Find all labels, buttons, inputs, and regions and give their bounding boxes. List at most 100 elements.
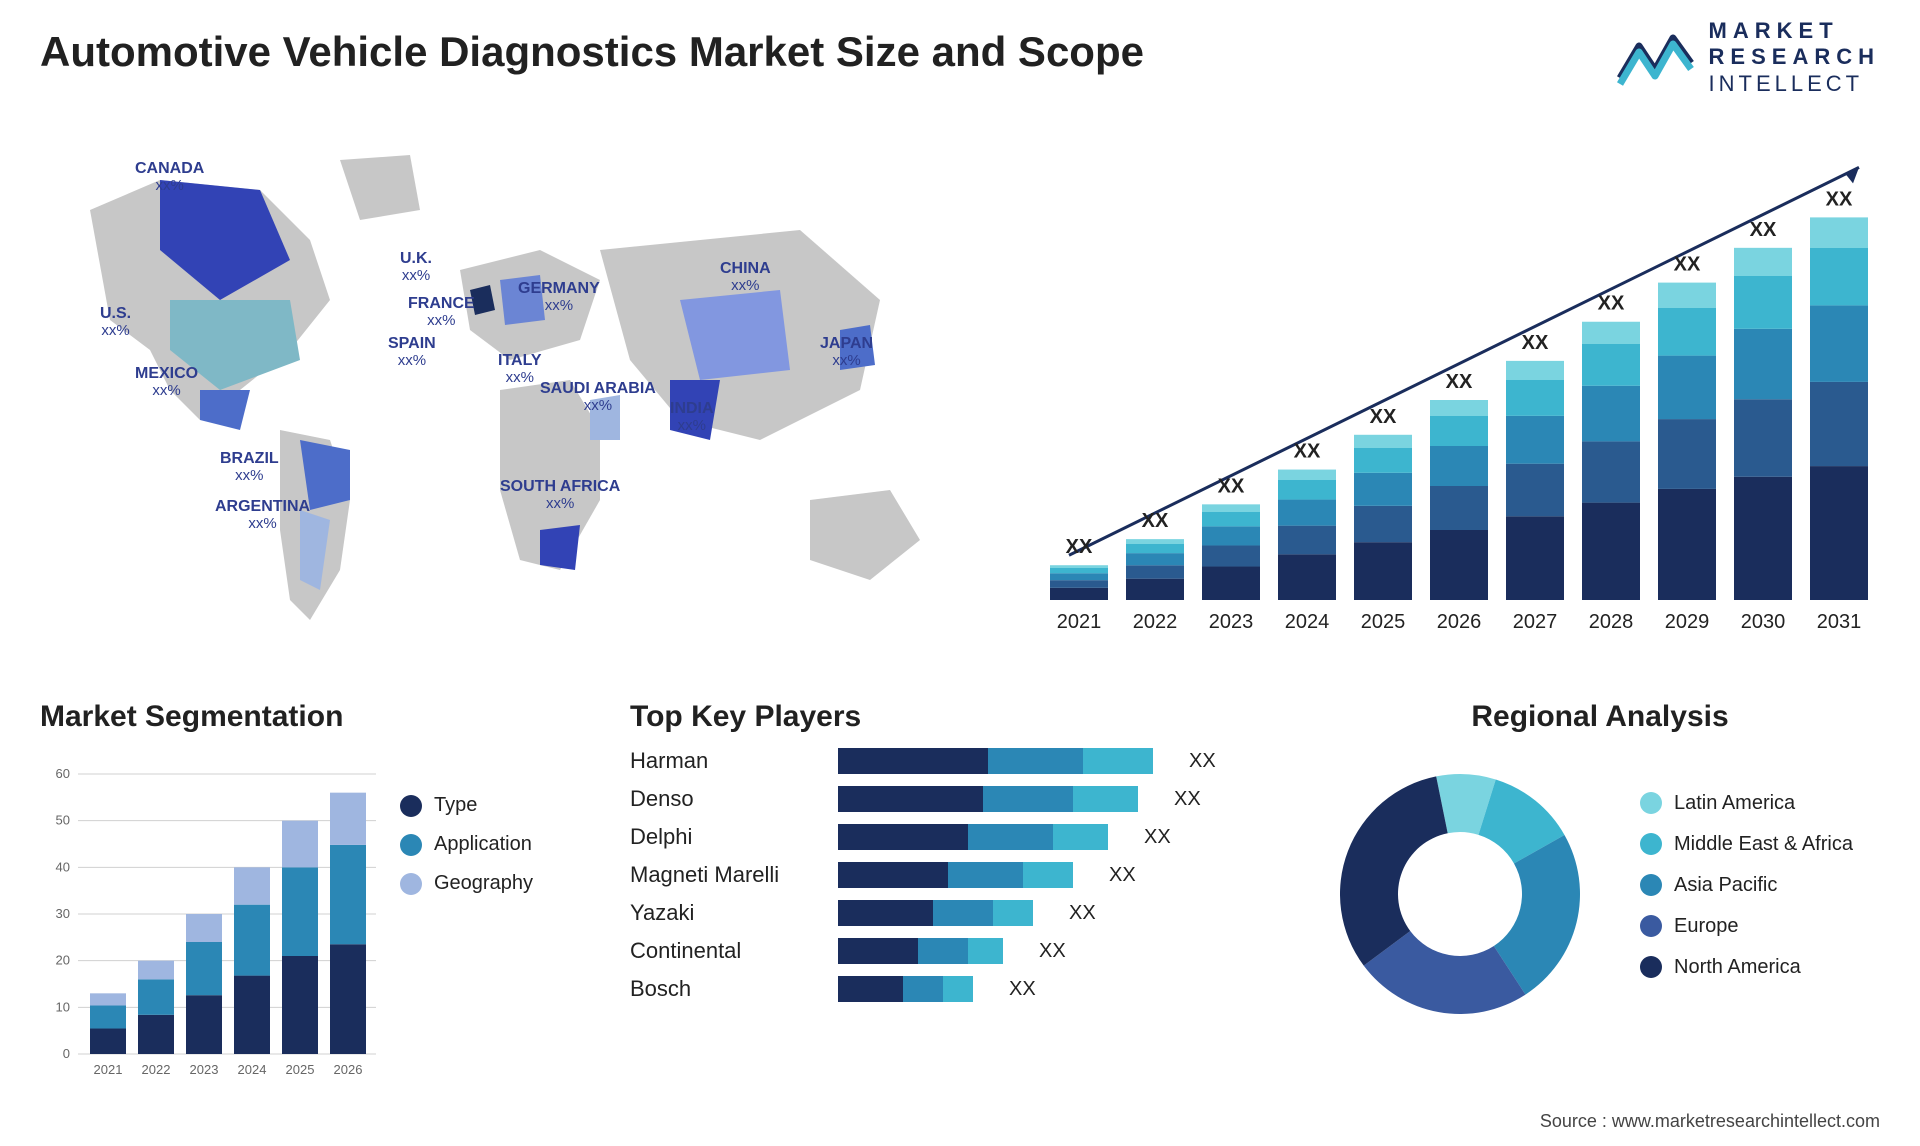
seg-legend-item: Application [400, 833, 533, 856]
svg-text:XX: XX [1522, 332, 1549, 354]
svg-text:XX: XX [1674, 254, 1701, 276]
regional-legend-item: Middle East & Africa [1640, 833, 1853, 856]
country-label: INDIAxx% [670, 400, 714, 434]
seg-legend-item: Type [400, 794, 533, 817]
regional-title: Regional Analysis [1320, 700, 1880, 734]
player-bar [838, 900, 1033, 926]
main-chart-svg: XX2021XX2022XX2023XX2024XX2025XX2026XX20… [1030, 140, 1880, 640]
svg-text:2021: 2021 [94, 1062, 123, 1077]
source-text: Source : www.marketresearchintellect.com [1540, 1111, 1880, 1132]
svg-text:2029: 2029 [1665, 611, 1710, 633]
player-bar [838, 786, 1138, 812]
player-bar [838, 938, 1003, 964]
svg-text:40: 40 [56, 859, 70, 874]
regional-legend-item: Europe [1640, 915, 1853, 938]
svg-text:2028: 2028 [1589, 611, 1634, 633]
player-value: XX [1009, 978, 1036, 1001]
country-label: MEXICOxx% [135, 365, 198, 399]
svg-text:2021: 2021 [1057, 611, 1102, 633]
svg-text:XX: XX [1294, 441, 1321, 463]
svg-text:60: 60 [56, 766, 70, 781]
donut-wrap: Latin America Middle East & Africa Asia Pa… [1320, 754, 1880, 1034]
country-label: ITALYxx% [498, 352, 542, 386]
player-value: XX [1039, 940, 1066, 963]
players-section: Top Key Players Harman XX Denso XX Delphi XX M… [630, 700, 1270, 1014]
svg-text:2031: 2031 [1817, 611, 1862, 633]
logo-line3: INTELLECT [1709, 71, 1880, 97]
svg-text:2026: 2026 [1437, 611, 1482, 633]
player-row: Delphi XX [630, 824, 1270, 850]
svg-text:50: 50 [56, 813, 70, 828]
player-bar [838, 824, 1108, 850]
svg-text:2025: 2025 [1361, 611, 1406, 633]
player-row: Harman XX [630, 748, 1270, 774]
svg-text:0: 0 [63, 1046, 70, 1061]
svg-text:2030: 2030 [1741, 611, 1786, 633]
country-label: SAUDI ARABIAxx% [540, 380, 656, 414]
page-title: Automotive Vehicle Diagnostics Market Si… [40, 28, 1144, 76]
regional-legend: Latin America Middle East & Africa Asia Pa… [1640, 792, 1853, 997]
player-name: Denso [630, 786, 820, 812]
player-name: Harman [630, 748, 820, 774]
segmentation-chart: 0102030405060202120222023202420252026 Ty… [40, 754, 580, 1084]
svg-text:XX: XX [1750, 219, 1777, 241]
svg-text:2024: 2024 [1285, 611, 1330, 633]
country-label: SPAINxx% [388, 335, 436, 369]
player-name: Delphi [630, 824, 820, 850]
country-label: BRAZILxx% [220, 450, 279, 484]
regional-section: Regional Analysis Latin America Middle Ea… [1320, 700, 1880, 1034]
regional-legend-item: Latin America [1640, 792, 1853, 815]
regional-legend-item: Asia Pacific [1640, 874, 1853, 897]
regional-legend-item: North America [1640, 956, 1853, 979]
segmentation-section: Market Segmentation 01020304050602021202… [40, 700, 580, 1084]
svg-text:XX: XX [1826, 188, 1853, 210]
player-bar [838, 976, 973, 1002]
player-row: Denso XX [630, 786, 1270, 812]
country-label: CHINAxx% [720, 260, 771, 294]
player-value: XX [1189, 750, 1216, 773]
svg-text:XX: XX [1142, 510, 1169, 532]
svg-text:XX: XX [1218, 475, 1245, 497]
country-label: U.S.xx% [100, 305, 131, 339]
country-label: SOUTH AFRICAxx% [500, 478, 620, 512]
seg-legend-item: Geography [400, 872, 533, 895]
player-bar [838, 748, 1153, 774]
player-value: XX [1069, 902, 1096, 925]
player-name: Continental [630, 938, 820, 964]
players-title: Top Key Players [630, 700, 1270, 734]
player-row: Continental XX [630, 938, 1270, 964]
player-bar [838, 862, 1073, 888]
player-row: Yazaki XX [630, 900, 1270, 926]
country-label: GERMANYxx% [518, 280, 600, 314]
country-label: JAPANxx% [820, 335, 873, 369]
player-row: Magneti MarelliXX [630, 862, 1270, 888]
svg-text:2024: 2024 [238, 1062, 267, 1077]
country-label: CANADAxx% [135, 160, 204, 194]
country-label: ARGENTINAxx% [215, 498, 310, 532]
player-value: XX [1144, 826, 1171, 849]
svg-text:XX: XX [1370, 406, 1397, 428]
player-name: Yazaki [630, 900, 820, 926]
player-value: XX [1174, 788, 1201, 811]
player-row: Bosch XX [630, 976, 1270, 1002]
segmentation-chart-svg: 0102030405060202120222023202420252026 [40, 754, 380, 1084]
svg-text:2023: 2023 [1209, 611, 1254, 633]
svg-text:2023: 2023 [190, 1062, 219, 1077]
svg-text:2027: 2027 [1513, 611, 1558, 633]
logo-line2: RESEARCH [1709, 44, 1880, 70]
svg-text:XX: XX [1598, 293, 1625, 315]
segmentation-title: Market Segmentation [40, 700, 580, 734]
svg-text:10: 10 [56, 999, 70, 1014]
main-bar-chart: XX2021XX2022XX2023XX2024XX2025XX2026XX20… [1030, 140, 1880, 640]
svg-text:XX: XX [1446, 371, 1473, 393]
player-name: Magneti Marelli [630, 862, 820, 888]
logo-line1: MARKET [1709, 18, 1880, 44]
svg-text:2022: 2022 [142, 1062, 171, 1077]
svg-text:2026: 2026 [334, 1062, 363, 1077]
logo-icon [1617, 28, 1697, 88]
svg-text:20: 20 [56, 953, 70, 968]
donut-chart [1320, 754, 1600, 1034]
brand-logo: MARKET RESEARCH INTELLECT [1617, 18, 1880, 97]
country-label: FRANCExx% [408, 295, 475, 329]
player-name: Bosch [630, 976, 820, 1002]
